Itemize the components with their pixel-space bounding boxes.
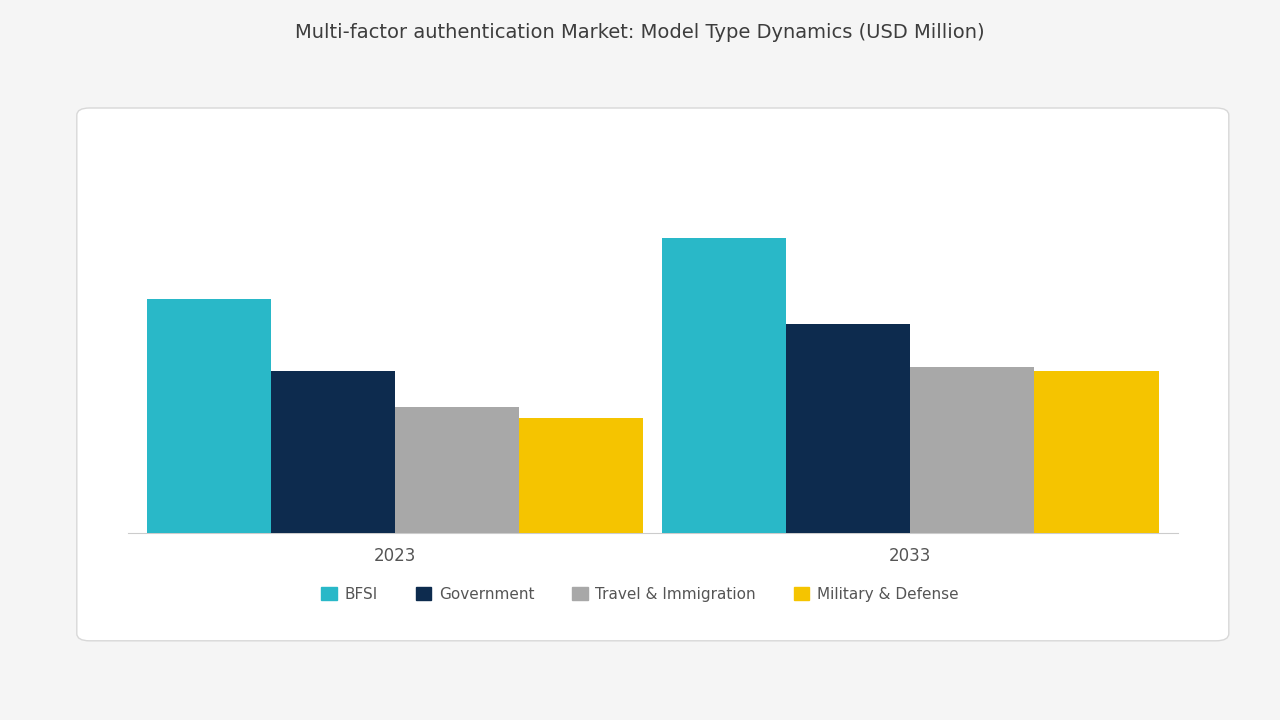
Text: Multi-factor authentication Market: Model Type Dynamics (USD Million): Multi-factor authentication Market: Mode… bbox=[296, 23, 984, 42]
Bar bbox=[520, 418, 644, 533]
Bar bbox=[271, 371, 396, 533]
Bar bbox=[147, 299, 271, 533]
Bar bbox=[1034, 371, 1158, 533]
Bar bbox=[910, 367, 1034, 533]
Bar bbox=[662, 238, 786, 533]
Bar bbox=[396, 407, 520, 533]
Legend: BFSI, Government, Travel & Immigration, Military & Defense: BFSI, Government, Travel & Immigration, … bbox=[315, 581, 965, 608]
Bar bbox=[786, 324, 910, 533]
